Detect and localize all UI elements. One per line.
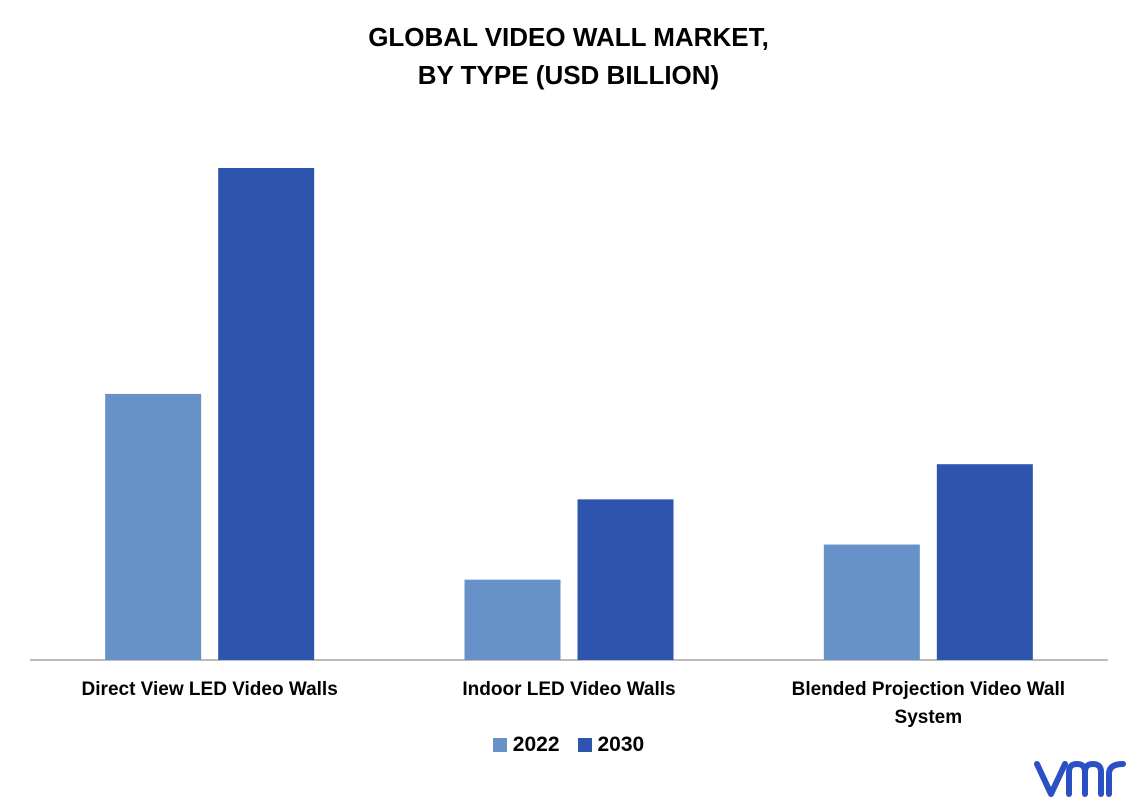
legend-item-2022: 2022 <box>492 733 560 757</box>
legend: 2022 2030 <box>0 733 1137 757</box>
chart-title-line-2: BY TYPE (USD BILLION) <box>417 60 720 90</box>
legend-item-2030: 2030 <box>577 733 645 757</box>
legend-swatch-2022 <box>492 738 507 752</box>
chart-title: GLOBAL VIDEO WALL MARKET, BY TYPE (USD B… <box>0 18 1137 94</box>
bar-2030-0 <box>218 168 315 660</box>
bar-2022-2 <box>823 544 920 660</box>
legend-label-2030: 2030 <box>597 733 645 756</box>
chart-title-line-1: GLOBAL VIDEO WALL MARKET, <box>368 22 769 52</box>
bar-2022-0 <box>105 393 202 660</box>
category-label-1: Indoor LED Video Walls <box>462 679 675 700</box>
category-label-2: Blended Projection Video Wall System <box>792 679 1065 728</box>
category-label-0: Direct View LED Video Walls <box>82 679 338 700</box>
bar-2030-1 <box>577 499 674 660</box>
legend-label-2022: 2022 <box>512 733 560 756</box>
bar-2030-2 <box>936 464 1033 660</box>
vmr-logo-icon <box>1033 756 1129 805</box>
bar-2022-1 <box>464 579 561 660</box>
legend-swatch-2030 <box>577 738 592 752</box>
